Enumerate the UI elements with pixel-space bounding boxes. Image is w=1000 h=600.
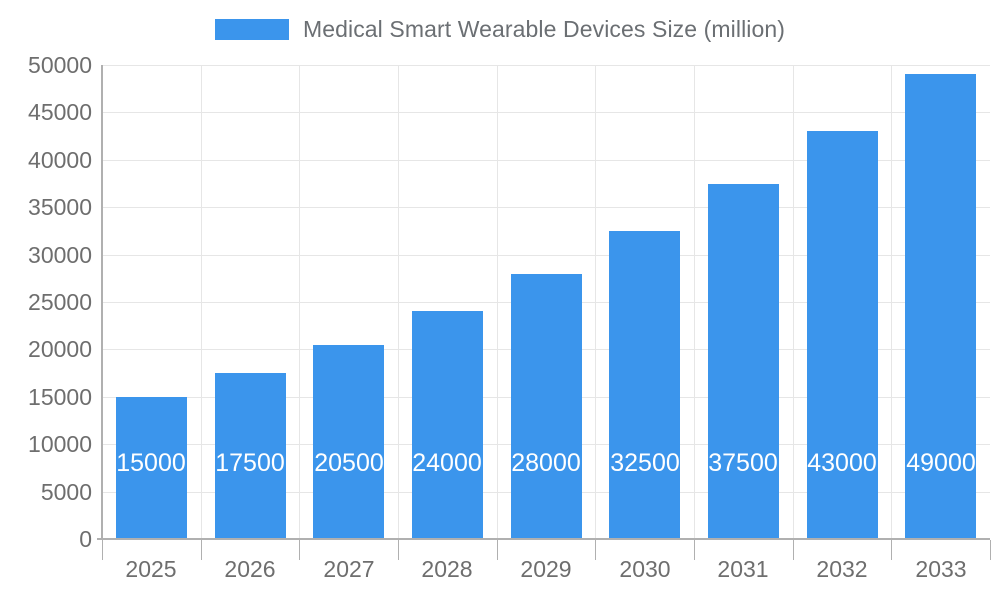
y-axis-tick-label: 35000	[28, 194, 92, 221]
chart-legend: Medical Smart Wearable Devices Size (mil…	[0, 12, 1000, 46]
y-axis-tick-label: 40000	[28, 146, 92, 173]
gridline-horizontal	[102, 207, 990, 208]
x-axis-tick-mark	[299, 540, 300, 560]
gridline-horizontal	[102, 65, 990, 66]
gridline-vertical	[793, 65, 794, 539]
bar[interactable]	[511, 274, 582, 539]
x-axis-tick-label: 2026	[224, 556, 276, 582]
x-axis-tick-label: 2028	[421, 556, 473, 582]
legend-color-swatch-icon[interactable]	[214, 18, 289, 40]
bar[interactable]	[905, 74, 976, 539]
bar[interactable]	[313, 345, 384, 539]
x-axis-line	[97, 538, 990, 540]
bar[interactable]	[609, 231, 680, 539]
y-axis-tick-label: 15000	[28, 383, 92, 410]
x-axis-tick-label: 2027	[323, 556, 375, 582]
gridline-vertical	[497, 65, 498, 539]
x-axis-tick-label: 2031	[717, 556, 769, 582]
x-axis-tick-mark	[793, 540, 794, 560]
x-axis-tick-mark	[201, 540, 202, 560]
x-axis-tick-mark	[694, 540, 695, 560]
bar[interactable]	[708, 184, 779, 540]
plot-area: 15000 17500 20500 24000 28000 32500 37500 43000…	[102, 65, 990, 540]
y-axis-tick-label: 20000	[28, 336, 92, 363]
y-axis-line	[101, 65, 103, 540]
y-axis-tick-label: 30000	[28, 241, 92, 268]
x-axis-tick-label: 2025	[125, 556, 177, 582]
gridline-horizontal	[102, 112, 990, 113]
gridline-vertical	[201, 65, 202, 539]
x-axis-tick-mark	[891, 540, 892, 560]
gridline-vertical	[891, 65, 892, 539]
x-axis-tick-mark	[990, 540, 991, 560]
y-axis-tick-label: 25000	[28, 289, 92, 315]
bar[interactable]	[215, 373, 286, 539]
y-axis-tick-label: 5000	[40, 478, 92, 505]
gridline-vertical	[694, 65, 695, 539]
gridline-vertical	[595, 65, 596, 539]
gridline-horizontal	[102, 160, 990, 161]
bar[interactable]	[807, 131, 878, 539]
x-axis-tick-label: 2029	[520, 556, 572, 582]
x-axis-tick-mark	[398, 540, 399, 560]
x-axis-tick-label: 2033	[915, 556, 967, 582]
gridline-vertical	[299, 65, 300, 539]
x-axis-tick-label: 2032	[816, 556, 868, 582]
legend-label[interactable]: Medical Smart Wearable Devices Size (mil…	[302, 15, 786, 42]
x-axis-tick-mark	[497, 540, 498, 560]
x-axis-tick-mark	[595, 540, 596, 560]
bar[interactable]	[116, 397, 187, 539]
y-axis-tick-label: 50000	[28, 52, 92, 78]
gridline-vertical	[398, 65, 399, 539]
x-axis-tick-label: 2030	[619, 556, 671, 582]
y-axis-tick-label: 10000	[28, 431, 92, 458]
x-axis-tick-mark	[102, 540, 103, 560]
bar[interactable]	[412, 311, 483, 539]
y-axis-tick-label: 0	[79, 526, 92, 552]
y-axis-tick-label: 45000	[28, 99, 92, 126]
gridline-horizontal	[102, 255, 990, 256]
